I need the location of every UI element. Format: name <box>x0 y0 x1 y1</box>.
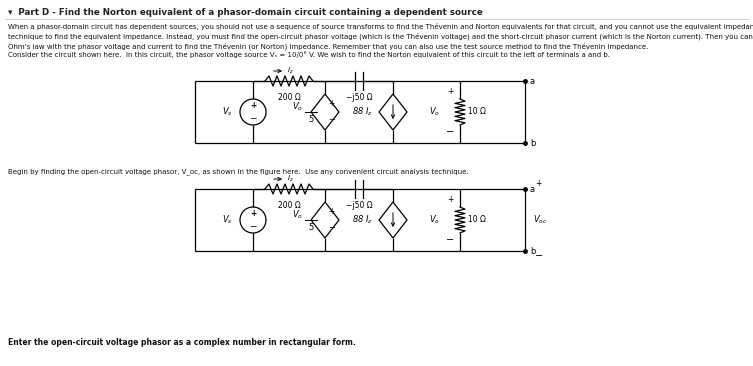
Text: +: + <box>250 101 256 109</box>
Text: When a phasor-domain circuit has dependent sources, you should not use a sequenc: When a phasor-domain circuit has depende… <box>8 23 753 30</box>
Text: technique to find the equivalent impedance. Instead, you must find the open-circ: technique to find the equivalent impedan… <box>8 33 753 40</box>
Text: 88 $I_z$: 88 $I_z$ <box>352 106 373 118</box>
Text: 88 $I_z$: 88 $I_z$ <box>352 214 373 226</box>
Text: +: + <box>250 209 256 217</box>
Text: $V_o$: $V_o$ <box>429 214 440 226</box>
Text: Enter the open-circuit voltage phasor as a complex number in rectangular form.: Enter the open-circuit voltage phasor as… <box>8 338 355 347</box>
Text: +: + <box>447 195 453 205</box>
Text: −j50 Ω: −j50 Ω <box>346 201 372 210</box>
Text: 200 Ω: 200 Ω <box>278 93 300 102</box>
Text: $V_s$: $V_s$ <box>222 214 233 226</box>
Text: $V_o$: $V_o$ <box>292 101 303 113</box>
Text: −: − <box>328 116 335 124</box>
Text: Begin by finding the open-circuit voltage phasor, V_oc, as shown in the figure h: Begin by finding the open-circuit voltag… <box>8 168 468 175</box>
Text: 5: 5 <box>309 223 314 232</box>
Text: a: a <box>530 184 535 194</box>
Text: Consider the circuit shown here.  In this circuit, the phasor voltage source Vₛ : Consider the circuit shown here. In this… <box>8 52 610 58</box>
Text: $I_z$: $I_z$ <box>287 66 294 76</box>
Text: −j50 Ω: −j50 Ω <box>346 93 372 102</box>
Text: $I_z$: $I_z$ <box>287 174 294 184</box>
Text: +: + <box>535 179 541 188</box>
Text: b: b <box>530 246 535 255</box>
Text: $V_s$: $V_s$ <box>222 106 233 118</box>
Text: −: − <box>446 235 454 245</box>
Text: $V_o$: $V_o$ <box>292 209 303 221</box>
Text: 200 Ω: 200 Ω <box>278 201 300 210</box>
Text: −: − <box>328 224 335 232</box>
Text: −: − <box>535 251 543 261</box>
Text: +: + <box>328 208 334 217</box>
Text: b: b <box>530 138 535 147</box>
Text: −: − <box>446 127 454 137</box>
Text: a: a <box>530 76 535 86</box>
Text: ▾  Part D - Find the Norton equivalent of a phasor-domain circuit containing a d: ▾ Part D - Find the Norton equivalent of… <box>8 8 483 17</box>
Text: $V_o$: $V_o$ <box>429 106 440 118</box>
Text: −: − <box>249 113 257 123</box>
Text: −: − <box>249 221 257 231</box>
Text: Ohm’s law with the phasor voltage and current to find the Thévenin (or Norton) i: Ohm’s law with the phasor voltage and cu… <box>8 42 648 49</box>
Text: 5: 5 <box>309 115 314 123</box>
Text: $V_{oc}$: $V_{oc}$ <box>533 214 547 226</box>
Text: 10 Ω: 10 Ω <box>468 108 486 116</box>
Text: 10 Ω: 10 Ω <box>468 216 486 224</box>
Text: +: + <box>447 87 453 97</box>
Text: +: + <box>328 100 334 108</box>
